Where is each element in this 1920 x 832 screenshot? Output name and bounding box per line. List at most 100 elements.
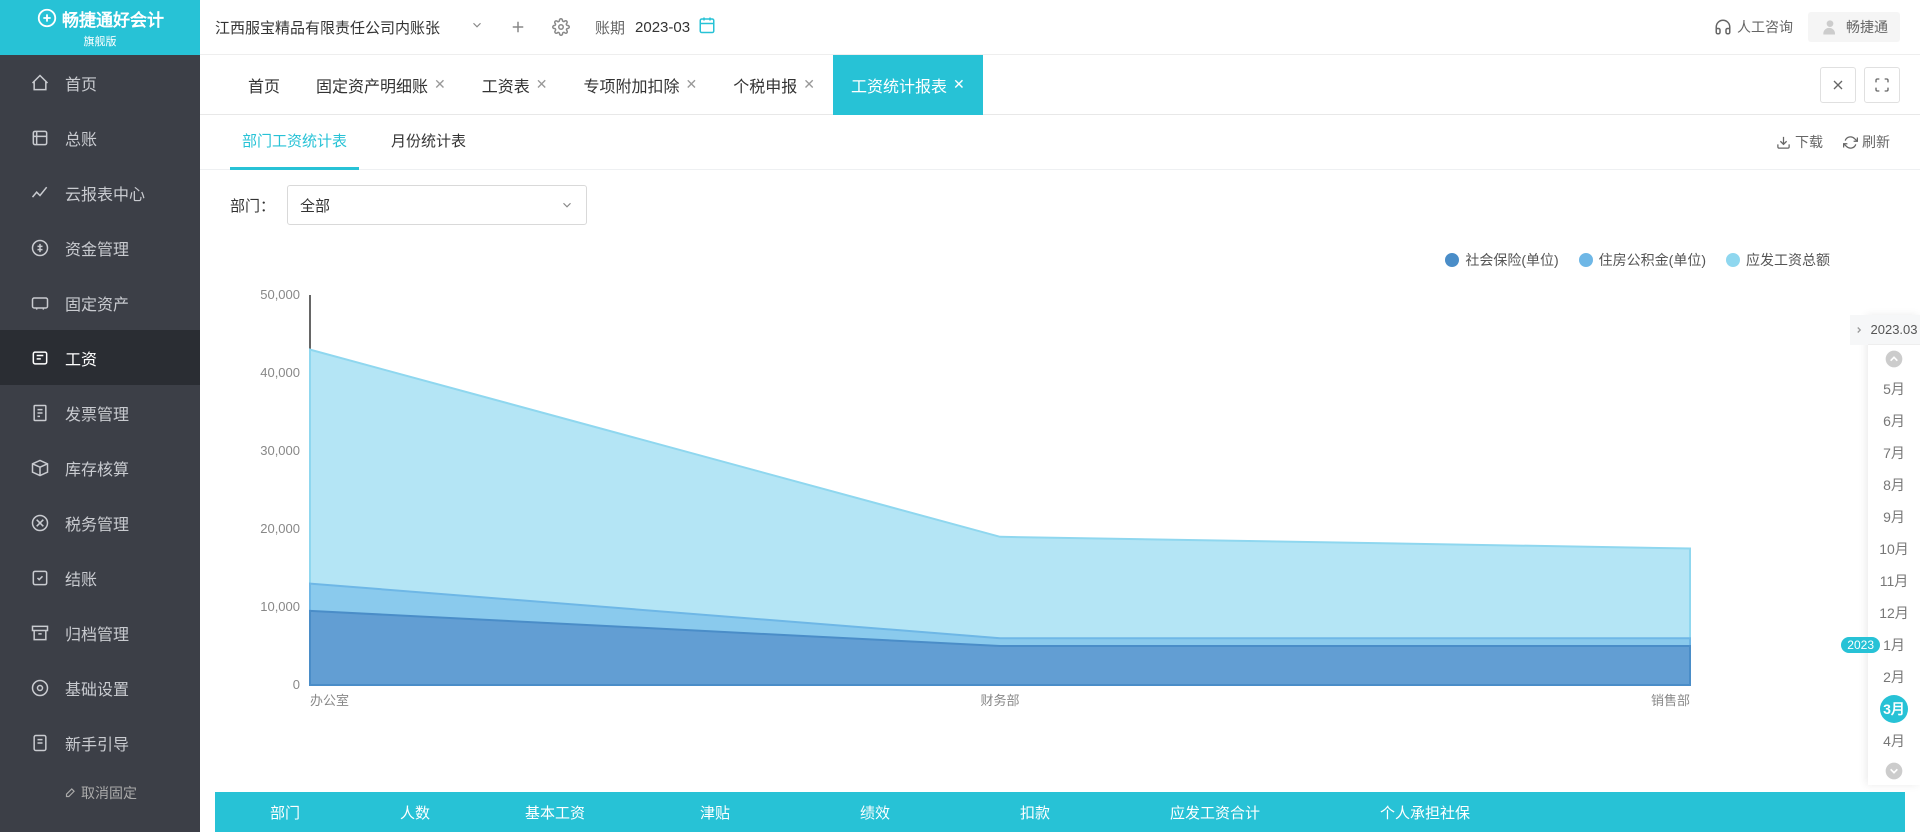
logo-icon (36, 7, 58, 29)
download-button[interactable]: 下载 (1776, 132, 1823, 152)
sidebar-item-report[interactable]: 云报表中心 (0, 165, 200, 220)
month-item[interactable]: 8月 (1868, 469, 1920, 501)
month-item[interactable]: 5月 (1868, 373, 1920, 405)
svg-text:销售部: 销售部 (1651, 693, 1690, 708)
sidebar-item-funds[interactable]: 资金管理 (0, 220, 200, 275)
inventory-icon (30, 458, 50, 478)
tab[interactable]: 工资统计报表✕ (833, 55, 983, 115)
month-down-button[interactable] (1868, 757, 1920, 785)
content-area: 部门工资统计表月份统计表 下载 刷新 部门： 全部 社会保险(单位) 住房公积金(… (200, 115, 1920, 832)
collapse-rail-button[interactable] (1850, 315, 1868, 345)
month-item[interactable]: 12月 (1868, 597, 1920, 629)
consult-button[interactable]: 人工咨询 (1714, 17, 1793, 37)
month-item[interactable]: 20231月 (1868, 629, 1920, 661)
month-up-button[interactable] (1868, 345, 1920, 373)
subtab[interactable]: 月份统计表 (379, 115, 478, 170)
month-rail-header: 2023.03 (1868, 315, 1920, 345)
svg-text:办公室: 办公室 (310, 693, 349, 708)
sidebar-item-home[interactable]: 首页 (0, 55, 200, 110)
top-header: 畅捷通好会计 旗舰版 江西服宝精品有限责任公司内账张 账期 2023-03 人工… (0, 0, 1920, 55)
close-icon[interactable]: ✕ (686, 76, 698, 93)
month-item[interactable]: 10月 (1868, 533, 1920, 565)
close-icon[interactable]: ✕ (953, 76, 965, 93)
month-item[interactable]: 6月 (1868, 405, 1920, 437)
svg-text:10,000: 10,000 (260, 599, 300, 614)
refresh-button[interactable]: 刷新 (1843, 132, 1890, 152)
subtab[interactable]: 部门工资统计表 (230, 115, 359, 170)
sidebar-item-guide[interactable]: 新手引导 (0, 715, 200, 770)
home-icon (30, 73, 50, 93)
headset-icon (1714, 18, 1732, 36)
unpin-button[interactable]: 取消固定 (0, 770, 200, 815)
salary-icon (30, 348, 50, 368)
svg-text:40,000: 40,000 (260, 365, 300, 380)
sidebar-item-asset[interactable]: 固定资产 (0, 275, 200, 330)
archive-icon (30, 623, 50, 643)
tab[interactable]: 固定资产明细账✕ (298, 55, 464, 115)
tab[interactable]: 首页 (230, 55, 298, 115)
close-icon[interactable]: ✕ (434, 76, 446, 93)
close-icon[interactable]: ✕ (803, 76, 815, 93)
calendar-icon[interactable] (698, 16, 716, 39)
company-selector[interactable]: 江西服宝精品有限责任公司内账张 (215, 17, 484, 38)
svg-text:0: 0 (293, 677, 300, 692)
chart-container: 社会保险(单位) 住房公积金(单位) 应发工资总额 0 10,000 20,000 30,… (200, 240, 1920, 715)
tab[interactable]: 个税申报✕ (715, 55, 833, 115)
sub-tabs: 部门工资统计表月份统计表 下载 刷新 (200, 115, 1920, 170)
department-select[interactable]: 全部 (287, 185, 587, 225)
table-column-header: 部门 (215, 802, 355, 823)
guide-icon (30, 733, 50, 753)
fullscreen-button[interactable] (1864, 67, 1900, 103)
period-value[interactable]: 2023-03 (635, 19, 690, 36)
sidebar-item-settings[interactable]: 基础设置 (0, 660, 200, 715)
logo-text: 畅捷通好会计 (62, 6, 164, 31)
legend-dot (1445, 253, 1459, 267)
sidebar-item-close[interactable]: 结账 (0, 550, 200, 605)
chevron-down-icon (470, 18, 484, 36)
legend-item[interactable]: 应发工资总额 (1726, 250, 1830, 270)
close-icon (30, 568, 50, 588)
salary-area-chart: 010,00020,00030,00040,00050,000办公室财务部销售部 (230, 285, 1710, 715)
close-icon[interactable]: ✕ (536, 76, 548, 93)
month-item[interactable]: 11月 (1868, 565, 1920, 597)
avatar-icon (1820, 17, 1840, 37)
tabs-bar: 首页固定资产明细账✕工资表✕专项附加扣除✕个税申报✕工资统计报表✕ (200, 55, 1920, 115)
filter-row: 部门： 全部 (200, 170, 1920, 240)
table-column-header: 人数 (355, 802, 475, 823)
department-filter-label: 部门： (230, 195, 275, 216)
sidebar-item-tax[interactable]: 税务管理 (0, 495, 200, 550)
sidebar-item-ledger[interactable]: 总账 (0, 110, 200, 165)
add-button[interactable] (509, 18, 527, 36)
sidebar-item-invoice[interactable]: 发票管理 (0, 385, 200, 440)
sidebar-item-salary[interactable]: 工资 (0, 330, 200, 385)
chevron-down-icon (560, 198, 574, 212)
company-name: 江西服宝精品有限责任公司内账张 (215, 17, 440, 38)
svg-text:财务部: 财务部 (980, 693, 1019, 708)
period-label: 账期 (595, 17, 625, 38)
report-icon (30, 183, 50, 203)
month-item[interactable]: 3月 (1868, 693, 1920, 725)
logo-subtitle: 旗舰版 (84, 33, 117, 49)
month-item[interactable]: 9月 (1868, 501, 1920, 533)
month-item[interactable]: 7月 (1868, 437, 1920, 469)
month-item[interactable]: 2月 (1868, 661, 1920, 693)
legend-item[interactable]: 社会保险(单位) (1445, 250, 1558, 270)
sidebar-item-inventory[interactable]: 库存核算 (0, 440, 200, 495)
user-menu[interactable]: 畅捷通 (1808, 12, 1900, 42)
month-item[interactable]: 4月 (1868, 725, 1920, 757)
pin-icon (63, 786, 77, 800)
sidebar-item-archive[interactable]: 归档管理 (0, 605, 200, 660)
svg-text:20,000: 20,000 (260, 521, 300, 536)
tab[interactable]: 工资表✕ (464, 55, 566, 115)
table-column-header: 个人承担社保 (1315, 802, 1535, 823)
settings-icon[interactable] (552, 18, 570, 36)
download-icon (1776, 135, 1791, 150)
legend-dot (1726, 253, 1740, 267)
settings-icon (30, 678, 50, 698)
tab[interactable]: 专项附加扣除✕ (566, 55, 716, 115)
table-column-header: 扣款 (955, 802, 1115, 823)
svg-text:30,000: 30,000 (260, 443, 300, 458)
ledger-icon (30, 128, 50, 148)
legend-item[interactable]: 住房公积金(单位) (1579, 250, 1706, 270)
close-all-tabs-button[interactable] (1820, 67, 1856, 103)
